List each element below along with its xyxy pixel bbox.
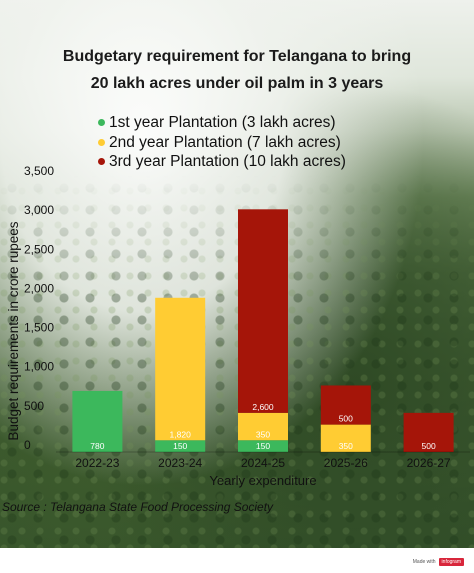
data-label: 500 <box>422 441 436 451</box>
legend-item-2nd-year: 2nd year Plantation (7 lakh acres) <box>98 134 341 152</box>
y-tick-label: 2,000 <box>24 281 54 295</box>
legend-swatch-3 <box>98 158 105 166</box>
y-tick-label: 3,500 <box>24 164 54 178</box>
data-label: 2,600 <box>252 402 274 412</box>
bar-2024-25-series-3 <box>238 209 288 413</box>
bar-2026-27-series-3 <box>403 412 454 452</box>
data-label: 350 <box>339 441 353 451</box>
x-tick-label: 2024-25 <box>241 456 285 470</box>
legend-swatch-1 <box>98 119 105 127</box>
chart-title-line-2: 20 lakh acres under oil palm in 3 years <box>90 75 384 92</box>
source-note: Source : Telangana State Food Processing… <box>2 500 274 514</box>
legend-swatch-2 <box>98 139 105 147</box>
y-tick-label: 500 <box>24 399 44 413</box>
bar-2023-24-series-1 <box>155 440 206 452</box>
footer-brand: Made with infogram <box>413 558 464 566</box>
chart-card: Budgetary requirement for Telangana to b… <box>0 0 474 548</box>
legend-label-2: 2nd year Plantation (7 lakh acres) <box>109 134 341 151</box>
data-label: 780 <box>90 441 104 451</box>
x-tick-label: 2022-23 <box>75 456 119 470</box>
bar-2025-26-series-3 <box>320 385 371 425</box>
bar-2024-25-series-1 <box>238 440 288 452</box>
data-label: 150 <box>256 441 270 451</box>
chart-title-line-1: Budgetary requirement for Telangana to b… <box>62 48 412 65</box>
infogram-logo: infogram <box>438 558 464 566</box>
bar-2024-25-series-2 <box>238 412 288 441</box>
x-axis-label: Yearly expenditure <box>209 473 316 488</box>
y-axis-label: Budget requirements in crore rupees <box>6 221 21 440</box>
bar-2023-24-series-2 <box>155 297 206 441</box>
y-tick-label: 1,500 <box>24 321 54 335</box>
made-with-text: Made with <box>412 559 436 565</box>
legend-label-3: 3rd year Plantation (10 lakh acres) <box>109 153 346 170</box>
data-label: 1,820 <box>170 429 192 439</box>
legend-label-1: 1st year Plantation (3 lakh acres) <box>109 114 336 131</box>
x-tick-label: 2026-27 <box>407 456 451 470</box>
y-tick-label: 0 <box>24 438 31 452</box>
data-label: 150 <box>173 441 187 451</box>
x-tick-label: 2023-24 <box>158 456 202 470</box>
bar-2022-23-series-1 <box>72 390 123 452</box>
legend-item-1st-year: 1st year Plantation (3 lakh acres) <box>98 114 336 132</box>
x-tick-label: 2025-26 <box>324 456 368 470</box>
y-tick-label: 1,000 <box>24 360 54 374</box>
bar-2025-26-series-2 <box>320 424 371 452</box>
legend-item-3rd-year: 3rd year Plantation (10 lakh acres) <box>98 153 346 171</box>
y-tick-label: 3,000 <box>24 203 54 217</box>
stacked-bar-chart: 0 500 1,000 1,500 2,000 2,500 3,000 3,500 Budget… <box>6 164 470 488</box>
data-label: 500 <box>339 414 353 424</box>
y-tick-label: 2,500 <box>24 242 54 256</box>
data-label: 350 <box>256 429 270 439</box>
